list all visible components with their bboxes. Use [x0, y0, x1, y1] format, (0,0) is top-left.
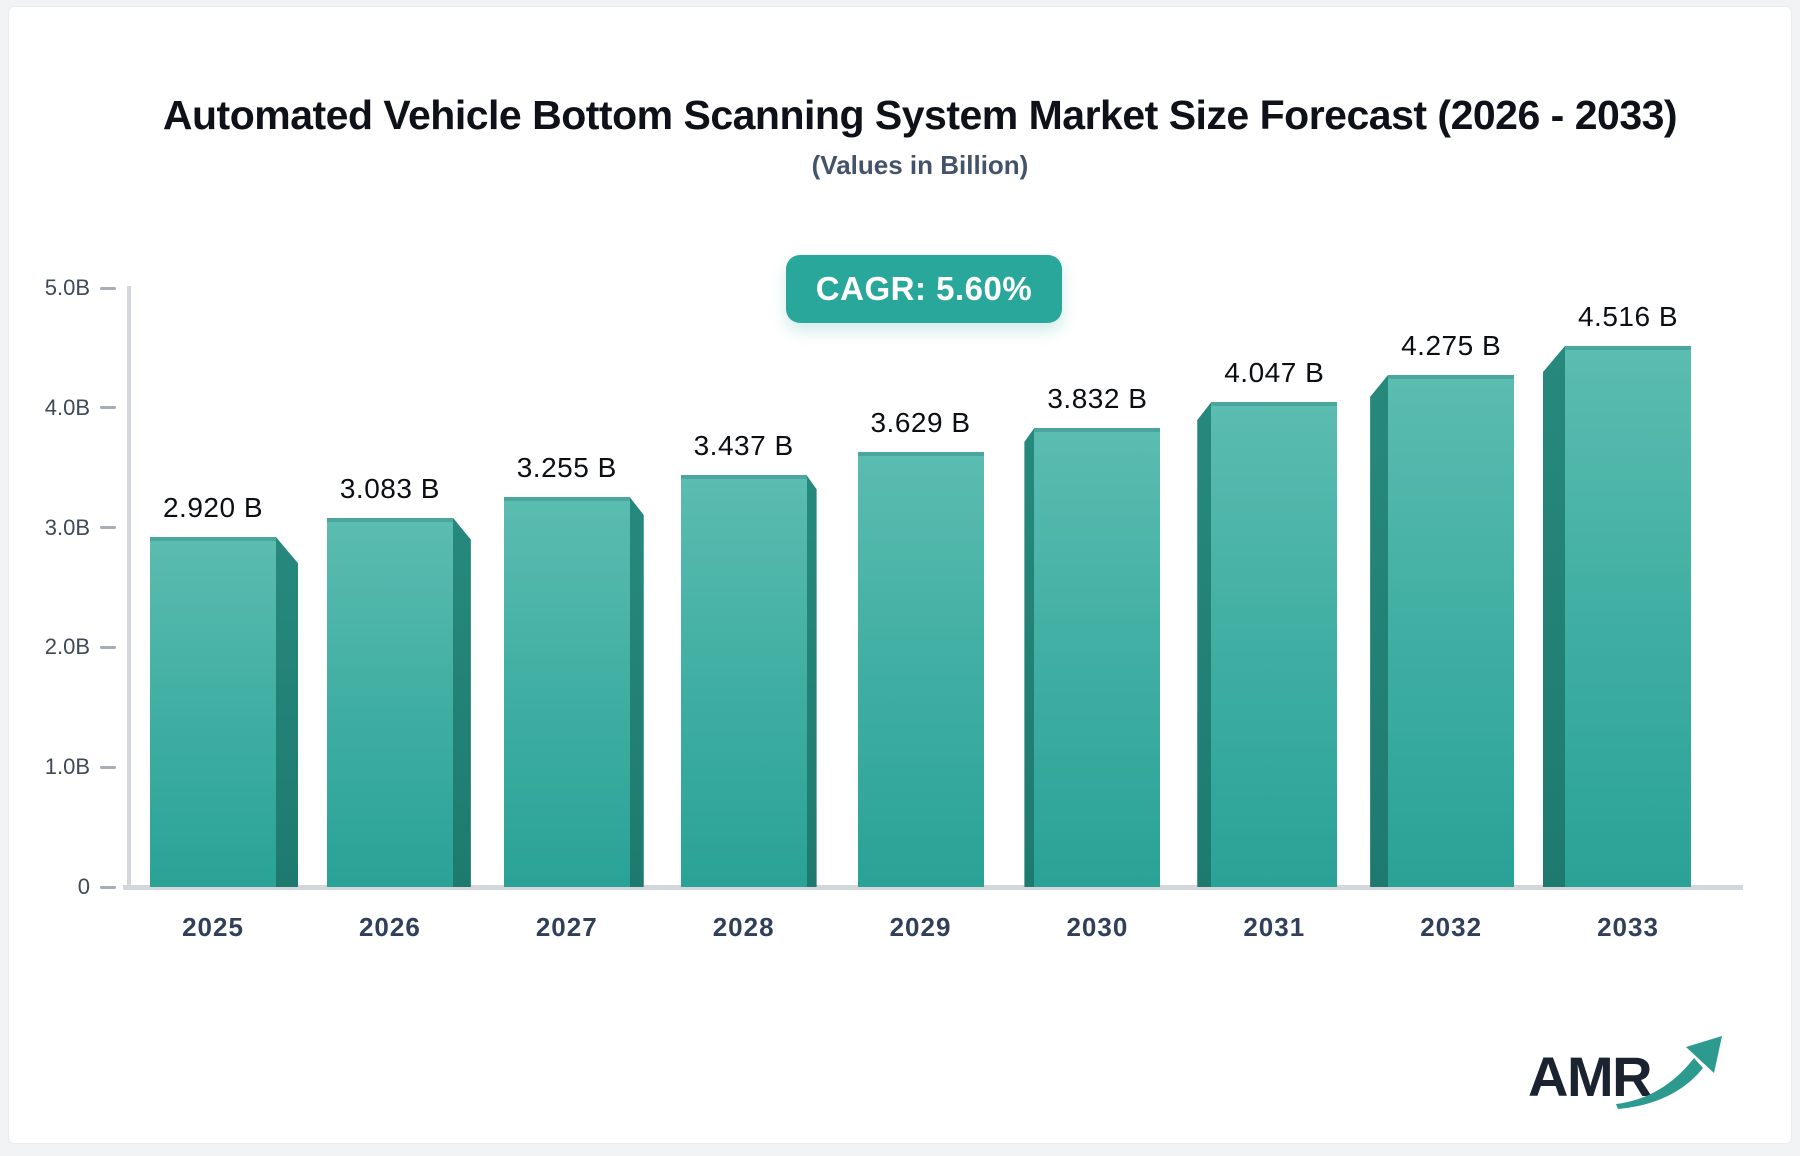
y-axis-line: [127, 286, 131, 889]
y-tick-label: 0: [77, 874, 90, 899]
bar-value-label: 2.920 B: [162, 492, 264, 524]
y-tick-label: 1.0B: [44, 754, 90, 780]
growth-arrow-icon: [1616, 1058, 1703, 1109]
bar-2032: [1370, 374, 1515, 887]
chart-subtitle: (Values in Billion): [811, 150, 1029, 180]
bar-2031: [1197, 402, 1338, 887]
bar-side-panel: [276, 537, 298, 887]
x-axis-label: 2032: [1420, 912, 1483, 942]
amr-logo-text: AMR: [1528, 1045, 1652, 1108]
growth-arrow-head-icon: [1686, 1036, 1722, 1073]
bar-face: [1565, 345, 1691, 887]
bar-2029: [857, 452, 984, 887]
bar-face: [150, 537, 276, 887]
amr-logo: AMR: [1528, 1036, 1722, 1109]
chart-title: Automated Vehicle Bottom Scanning System…: [162, 92, 1678, 138]
bar-face: [503, 497, 630, 887]
bar-value-label: 4.275 B: [1401, 329, 1502, 361]
bar-face: [1211, 402, 1338, 887]
x-axis-label: 2026: [358, 912, 421, 942]
y-tick-label: 4.0B: [44, 394, 90, 420]
y-tick-label: 5.0B: [44, 275, 90, 300]
bar-side-panel: [629, 497, 644, 887]
bar-side-panel: [806, 475, 817, 887]
bar-value-label: 4.516 B: [1577, 300, 1679, 332]
y-tick-dash: [100, 526, 116, 530]
y-tick-dash: [100, 406, 116, 410]
y-tick-dash: [100, 645, 116, 649]
y-tick-label: 3.0B: [44, 514, 90, 540]
bar-2028: [680, 475, 817, 887]
bar-face: [857, 452, 984, 887]
x-axis-label: 2031: [1243, 912, 1306, 942]
cagr-badge: CAGR: 5.60%: [786, 255, 1062, 323]
bar-value-label: 3.255 B: [516, 452, 617, 484]
y-tick-dash: [100, 885, 116, 889]
bar-face: [1388, 374, 1515, 887]
x-axis-label: 2030: [1066, 912, 1129, 942]
bar-2033: [1543, 345, 1691, 887]
y-tick-dash: [100, 286, 116, 290]
bar-side-panel: [1197, 402, 1212, 887]
bar-side-panel: [1370, 374, 1389, 887]
bar-side-panel: [452, 517, 471, 887]
x-axis-label: 2028: [712, 912, 775, 942]
y-tick-label: 2.0B: [44, 634, 90, 660]
bar-face: [326, 517, 453, 887]
x-axis-label: 2029: [889, 912, 952, 942]
x-axis-label: 2027: [535, 912, 598, 942]
x-axis-line: [123, 885, 1743, 890]
bar-side-panel: [1024, 427, 1035, 887]
bar-2030: [1024, 427, 1161, 887]
bar-side-panel: [1543, 345, 1565, 887]
bar-face: [680, 475, 807, 887]
bar-2027: [503, 497, 644, 887]
bar-2026: [326, 517, 471, 887]
x-axis-label: 2033: [1597, 912, 1659, 942]
bar-value-label: 4.047 B: [1224, 357, 1325, 389]
bar-value-label: 3.437 B: [693, 430, 794, 462]
x-axis-label: 2025: [182, 912, 244, 942]
bar-face: [1034, 427, 1161, 887]
bar-value-label: 3.083 B: [339, 472, 440, 504]
y-tick-dash: [100, 765, 116, 769]
bar-2025: [150, 537, 298, 887]
bar-value-label: 3.629 B: [870, 407, 971, 439]
bar-value-label: 3.832 B: [1047, 382, 1148, 414]
